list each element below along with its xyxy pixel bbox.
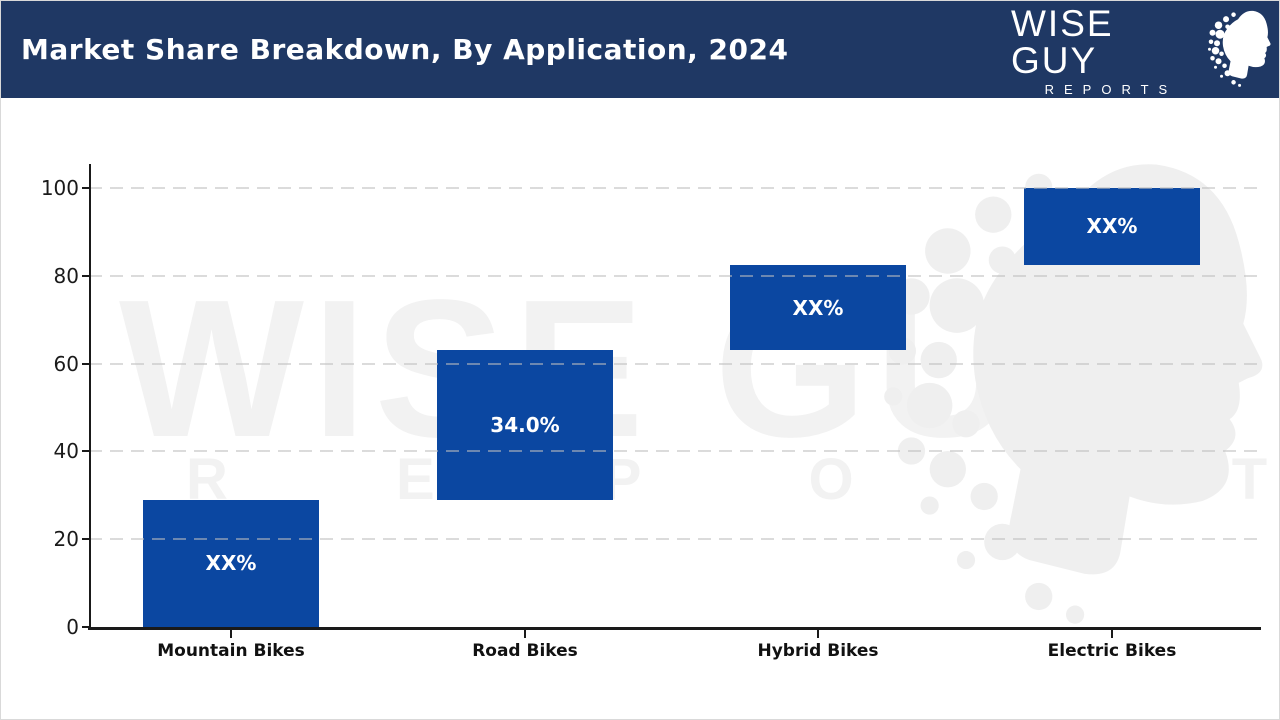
logo-head-icon	[1207, 10, 1271, 87]
watermark-wiseguy-text: WISE GUY	[119, 259, 1164, 478]
chart-title: Market Share Breakdown, By Application, …	[21, 33, 789, 66]
bar-road-bikes: 34.0%	[437, 350, 613, 500]
y-tick-label-0: 0	[66, 615, 79, 639]
y-tick-label-40: 40	[53, 439, 79, 464]
x-tick-1	[524, 630, 526, 638]
logo-text: WISE GUY REPORTS	[1011, 5, 1201, 96]
x-tick-3	[1111, 630, 1113, 638]
category-label-mountain-bikes: Mountain Bikes	[157, 641, 305, 661]
y-tick-label-80: 80	[53, 263, 79, 288]
bar-value-label: 34.0%	[490, 413, 560, 438]
y-tick-0	[82, 626, 89, 628]
y-tick-label-100: 100	[40, 176, 79, 200]
y-tick-20	[82, 538, 89, 541]
y-tick-80	[82, 274, 89, 277]
bar-electric-bikes: XX%	[1024, 188, 1200, 265]
logo-wiseguy-label: WISE GUY	[1011, 2, 1114, 81]
x-tick-2	[817, 630, 819, 638]
category-label-road-bikes: Road Bikes	[472, 641, 578, 661]
y-tick-60	[82, 362, 89, 365]
y-tick-label-60: 60	[53, 351, 79, 376]
bar-value-label: XX%	[792, 295, 844, 320]
bar-mountain-bikes: XX%	[143, 499, 319, 627]
y-tick-label-20: 20	[53, 527, 79, 552]
category-label-hybrid-bikes: Hybrid Bikes	[757, 641, 879, 661]
bar-value-label: XX%	[205, 551, 257, 576]
y-tick-40	[82, 450, 89, 453]
watermark-reports-text: R E P O R T S	[186, 447, 1279, 512]
x-axis-line	[88, 627, 1261, 630]
gridline-100	[89, 187, 1259, 189]
y-tick-100	[82, 187, 89, 189]
bar-hybrid-bikes: XX%	[730, 264, 906, 351]
gridline-20	[89, 538, 1259, 541]
x-tick-0	[230, 630, 232, 638]
logo-reports-label: REPORTS	[1044, 81, 1178, 97]
gridline-80	[89, 274, 1259, 277]
y-axis-line	[89, 164, 91, 629]
wise-guy-reports-logo: WISE GUY REPORTS	[1011, 5, 1271, 96]
gridline-60	[89, 362, 1259, 365]
gridline-40	[89, 450, 1259, 453]
category-label-electric-bikes: Electric Bikes	[1047, 641, 1177, 661]
header-bar: Market Share Breakdown, By Application, …	[1, 1, 1279, 98]
bar-value-label: XX%	[1086, 214, 1138, 239]
